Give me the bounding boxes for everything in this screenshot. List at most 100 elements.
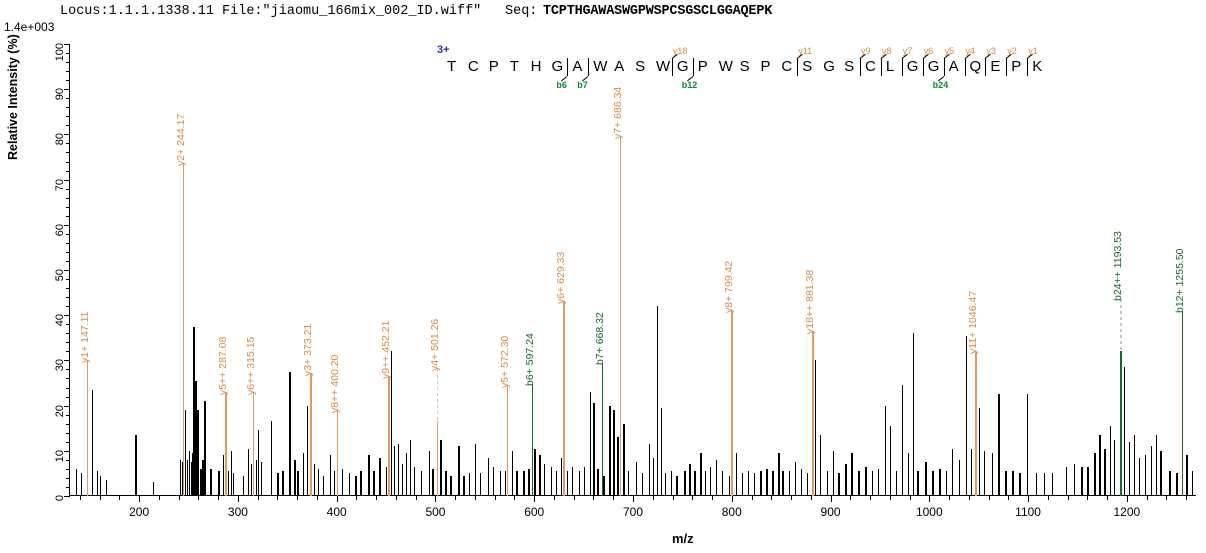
- spectrum-peak: [270, 421, 272, 496]
- spectrum-peak: [341, 468, 343, 496]
- y-axis-minor-tick: [66, 288, 70, 290]
- spectrum-peak: [91, 389, 94, 496]
- y-axis-minor-tick: [66, 161, 70, 163]
- y-axis-minor-tick: [66, 260, 70, 262]
- x-axis-minor-tick: [514, 496, 516, 500]
- residue-25: A: [948, 58, 959, 75]
- residue-15: S: [739, 58, 750, 75]
- x-axis-minor-tick: [889, 496, 891, 500]
- spectrum-peak: [819, 434, 822, 496]
- spectrum-peak: [1051, 473, 1054, 496]
- peak-label: b24++ 1193.53: [1112, 231, 1125, 302]
- y-axis-minor-tick: [66, 351, 70, 353]
- x-axis-tick-label: 1100: [1015, 505, 1041, 519]
- spectrum-peak: [428, 450, 430, 496]
- spectrum-peak: [901, 385, 904, 496]
- spectrum-peak: [753, 473, 755, 496]
- spectrum-peak: [635, 462, 638, 496]
- y-ion-label: y3: [986, 46, 996, 56]
- spectrum-peak: [420, 471, 423, 496]
- x-axis-tick: [1126, 496, 1128, 502]
- annotated-peak-y-ion: [252, 392, 255, 496]
- x-axis-line: [69, 495, 1196, 496]
- spectrum-peak: [474, 444, 477, 496]
- residue-23: G: [906, 58, 919, 75]
- spectrum-peak: [195, 380, 197, 496]
- x-axis-minor-tick: [613, 496, 615, 500]
- residue-16: P: [760, 58, 771, 75]
- spectrum-peak: [551, 466, 553, 496]
- spectrum-peak: [499, 471, 502, 496]
- spectrum-peak: [832, 450, 834, 496]
- residue-10: S: [635, 58, 646, 75]
- residue-29: K: [1032, 58, 1043, 75]
- spectrum-peak: [105, 480, 107, 496]
- spectrum-peak: [511, 450, 513, 496]
- y-axis-tick-label: 40: [54, 314, 66, 327]
- spectrum-peak: [958, 459, 961, 496]
- spectrum-peak: [589, 392, 591, 496]
- residue-1: T: [447, 58, 457, 75]
- header-bar: Locus:1.1.1.1338.11 File:"jiaomu_166mix_…: [0, 4, 1206, 22]
- spectrum-peak: [1099, 434, 1101, 496]
- spectrum-peak: [1065, 466, 1067, 496]
- y-axis-minor-tick: [66, 242, 70, 244]
- peak-label: y6+ 629.33: [555, 251, 568, 305]
- spectrum-peak: [782, 471, 784, 496]
- residue-19: G: [823, 58, 835, 75]
- spectrum-peak: [355, 475, 357, 496]
- residue-3: P: [488, 58, 499, 75]
- spectrum-peak: [348, 473, 350, 496]
- spectrum-peak: [845, 464, 847, 496]
- spectrum-peak: [735, 453, 738, 496]
- peak-label: y8++ 400.20: [328, 354, 341, 413]
- residue-26: Q: [969, 58, 982, 75]
- x-axis-tick: [731, 496, 733, 502]
- y-axis-minor-tick: [66, 143, 70, 145]
- y-axis-minor-tick: [66, 53, 70, 55]
- spectrum-peak: [190, 462, 192, 496]
- spectrum-peak: [694, 471, 696, 496]
- spectrum-peak: [544, 464, 546, 496]
- residue-27: E: [990, 58, 1001, 75]
- y-axis-tick: [64, 315, 70, 317]
- peak-label: b6+ 597.24: [523, 332, 536, 386]
- x-axis-minor-tick: [1166, 496, 1168, 500]
- x-axis-minor-tick: [395, 496, 397, 500]
- y-axis-minor-tick: [66, 279, 70, 281]
- y-axis-minor-tick: [66, 342, 70, 344]
- y-axis-minor-tick: [66, 459, 70, 461]
- spectrum-peak: [965, 335, 968, 496]
- y-axis-minor-tick: [66, 324, 70, 326]
- spectrum-peak: [895, 471, 898, 496]
- spectrum-peak: [578, 471, 581, 496]
- spectrum-peak: [186, 459, 188, 496]
- spectrum-peak: [379, 457, 381, 496]
- x-axis-tick: [336, 496, 338, 502]
- x-axis-minor-tick: [1067, 496, 1069, 500]
- x-axis-minor-tick: [198, 496, 200, 500]
- x-axis-tick-label: 400: [326, 505, 347, 519]
- spectrum-peak: [1019, 473, 1021, 496]
- x-axis-minor-tick: [553, 496, 555, 500]
- x-axis-minor-tick: [1107, 496, 1109, 500]
- x-axis-minor-tick: [474, 496, 476, 500]
- spectrum-peak: [440, 439, 442, 496]
- spectrum-peak: [184, 410, 186, 496]
- x-axis-minor-tick: [652, 496, 654, 500]
- spectrum-peak: [152, 482, 155, 496]
- y-axis-tick-label: 10: [54, 449, 66, 463]
- spectrum-peak: [193, 326, 195, 496]
- y-ion-label: y5: [944, 46, 955, 56]
- charge-state-label: 3+: [437, 44, 450, 56]
- x-axis-minor-tick: [791, 496, 793, 500]
- spectrum-peak: [648, 444, 651, 496]
- x-axis-minor-tick: [968, 496, 970, 500]
- y-axis-tick-label: 30: [54, 359, 66, 372]
- spectrum-peak: [814, 360, 817, 496]
- b-ion-label: b24: [932, 80, 949, 90]
- y-axis-minor-tick: [66, 188, 70, 190]
- spectrum-peak: [204, 401, 206, 496]
- spectrum-peak: [80, 473, 83, 496]
